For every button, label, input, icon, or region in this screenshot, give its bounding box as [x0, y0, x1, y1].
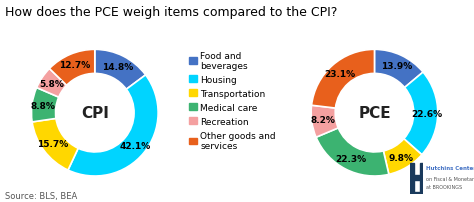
Wedge shape — [404, 73, 438, 155]
Wedge shape — [374, 50, 423, 88]
Bar — [419, 163, 423, 192]
Legend: Food and
beverages, Housing, Transportation, Medical care, Recreation, Other goo: Food and beverages, Housing, Transportat… — [190, 52, 276, 150]
Text: 42.1%: 42.1% — [119, 141, 151, 150]
Text: 12.7%: 12.7% — [59, 61, 90, 70]
Wedge shape — [31, 88, 59, 122]
Text: 9.8%: 9.8% — [389, 153, 413, 162]
Wedge shape — [311, 50, 374, 108]
Text: How does the PCE weigh items compared to the CPI?: How does the PCE weigh items compared to… — [5, 6, 337, 19]
Bar — [410, 175, 423, 180]
Wedge shape — [316, 128, 389, 176]
Wedge shape — [68, 76, 158, 176]
Text: 22.3%: 22.3% — [335, 155, 366, 164]
Text: on Fiscal & Monetary Policy: on Fiscal & Monetary Policy — [426, 176, 474, 181]
Text: CPI: CPI — [81, 106, 109, 121]
Bar — [410, 192, 423, 194]
Text: Hutchins Center: Hutchins Center — [426, 166, 474, 171]
Wedge shape — [311, 106, 338, 138]
Text: 15.7%: 15.7% — [37, 140, 69, 148]
Text: 8.8%: 8.8% — [31, 102, 56, 111]
Text: 5.8%: 5.8% — [39, 80, 64, 89]
Bar — [410, 163, 414, 192]
Text: 14.8%: 14.8% — [102, 62, 134, 72]
Text: PCE: PCE — [358, 106, 391, 121]
Wedge shape — [383, 139, 422, 175]
Text: 23.1%: 23.1% — [324, 70, 356, 79]
Text: 13.9%: 13.9% — [381, 62, 412, 71]
Text: Source: BLS, BEA: Source: BLS, BEA — [5, 191, 77, 200]
Text: at BROOKINGS: at BROOKINGS — [426, 184, 462, 189]
Wedge shape — [36, 69, 67, 98]
Wedge shape — [32, 119, 78, 170]
Text: 22.6%: 22.6% — [411, 109, 442, 118]
Text: 8.2%: 8.2% — [310, 116, 336, 125]
Wedge shape — [95, 50, 146, 90]
Wedge shape — [49, 50, 95, 86]
